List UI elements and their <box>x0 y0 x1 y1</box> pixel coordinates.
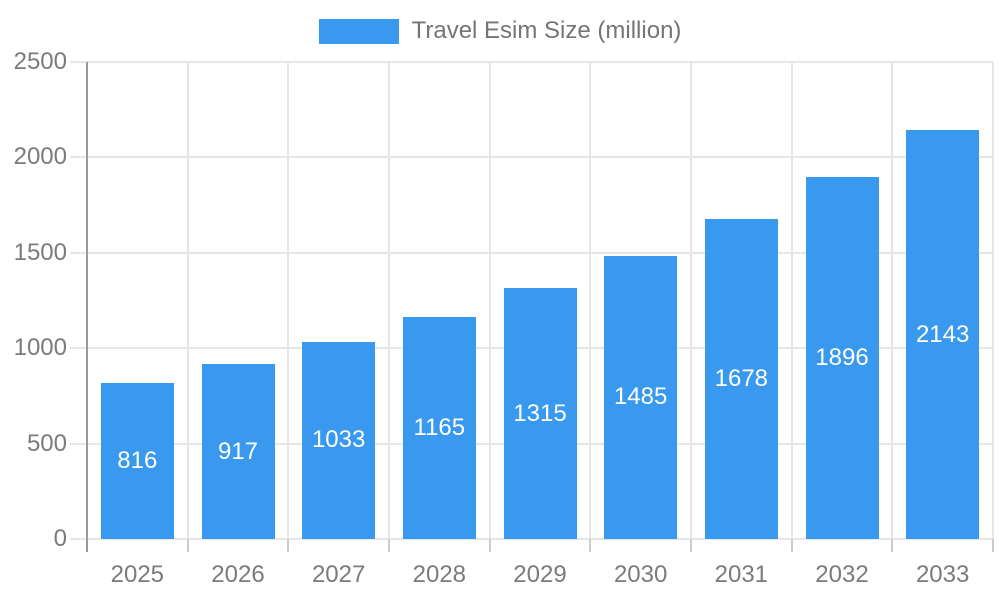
y-axis-tick <box>70 442 87 445</box>
y-axis-tick <box>70 251 87 254</box>
v-gridline <box>790 62 793 539</box>
y-axis-label: 1000 <box>13 334 67 362</box>
x-axis-tick <box>186 539 189 552</box>
x-axis-label: 2029 <box>513 561 567 588</box>
v-gridline <box>589 62 592 539</box>
bar-2027[interactable] <box>302 341 376 539</box>
bar-2029[interactable] <box>503 288 577 539</box>
x-axis-tick <box>690 539 692 552</box>
legend-label: Travel Esim Size (million) <box>411 17 682 44</box>
bar-2032[interactable] <box>805 177 879 539</box>
v-gridline <box>891 62 894 539</box>
v-gridline <box>992 62 994 539</box>
x-axis-label: 2027 <box>311 561 366 588</box>
x-axis-label: 2033 <box>915 561 970 588</box>
x-axis-label: 2026 <box>211 561 265 588</box>
y-axis-label: 1500 <box>13 238 67 266</box>
bar-2031[interactable] <box>704 218 778 539</box>
v-gridline <box>488 62 491 539</box>
bar-2025[interactable] <box>100 383 174 539</box>
y-axis-label: 2000 <box>13 143 67 171</box>
y-axis-tick <box>70 61 87 63</box>
bar-2033[interactable] <box>906 130 980 539</box>
y-axis-label: 2500 <box>13 48 67 75</box>
v-gridline <box>186 62 189 539</box>
x-axis-tick <box>388 539 390 552</box>
bar-2026[interactable] <box>201 364 275 539</box>
v-gridline <box>388 62 390 539</box>
x-axis-tick <box>488 539 491 552</box>
y-axis-label: 500 <box>26 429 67 457</box>
bar-2030[interactable] <box>604 255 678 539</box>
h-gridline <box>87 251 993 254</box>
v-gridline <box>287 62 290 539</box>
x-axis-label: 2028 <box>412 561 467 588</box>
x-axis-tick <box>589 539 592 552</box>
x-axis-tick <box>287 539 290 552</box>
h-gridline <box>87 61 993 63</box>
bar-2028[interactable] <box>402 316 476 539</box>
y-axis-tick <box>70 538 87 540</box>
y-axis-label: 0 <box>53 525 67 552</box>
legend-swatch <box>318 18 399 44</box>
x-axis-label: 2031 <box>714 561 769 588</box>
v-gridline <box>690 62 692 539</box>
y-axis-tick <box>70 156 87 159</box>
x-axis-label: 2025 <box>110 561 165 588</box>
x-axis-tick <box>790 539 793 552</box>
h-gridline <box>87 156 993 159</box>
x-axis-tick <box>891 539 894 552</box>
y-axis-tick <box>70 347 87 350</box>
x-axis-label: 2032 <box>815 561 869 588</box>
legend: Travel Esim Size (million) <box>0 14 1000 48</box>
x-axis-tick <box>992 539 994 552</box>
h-gridline <box>87 538 993 540</box>
y-axis-line <box>86 62 88 552</box>
x-axis-label: 2030 <box>613 561 668 588</box>
